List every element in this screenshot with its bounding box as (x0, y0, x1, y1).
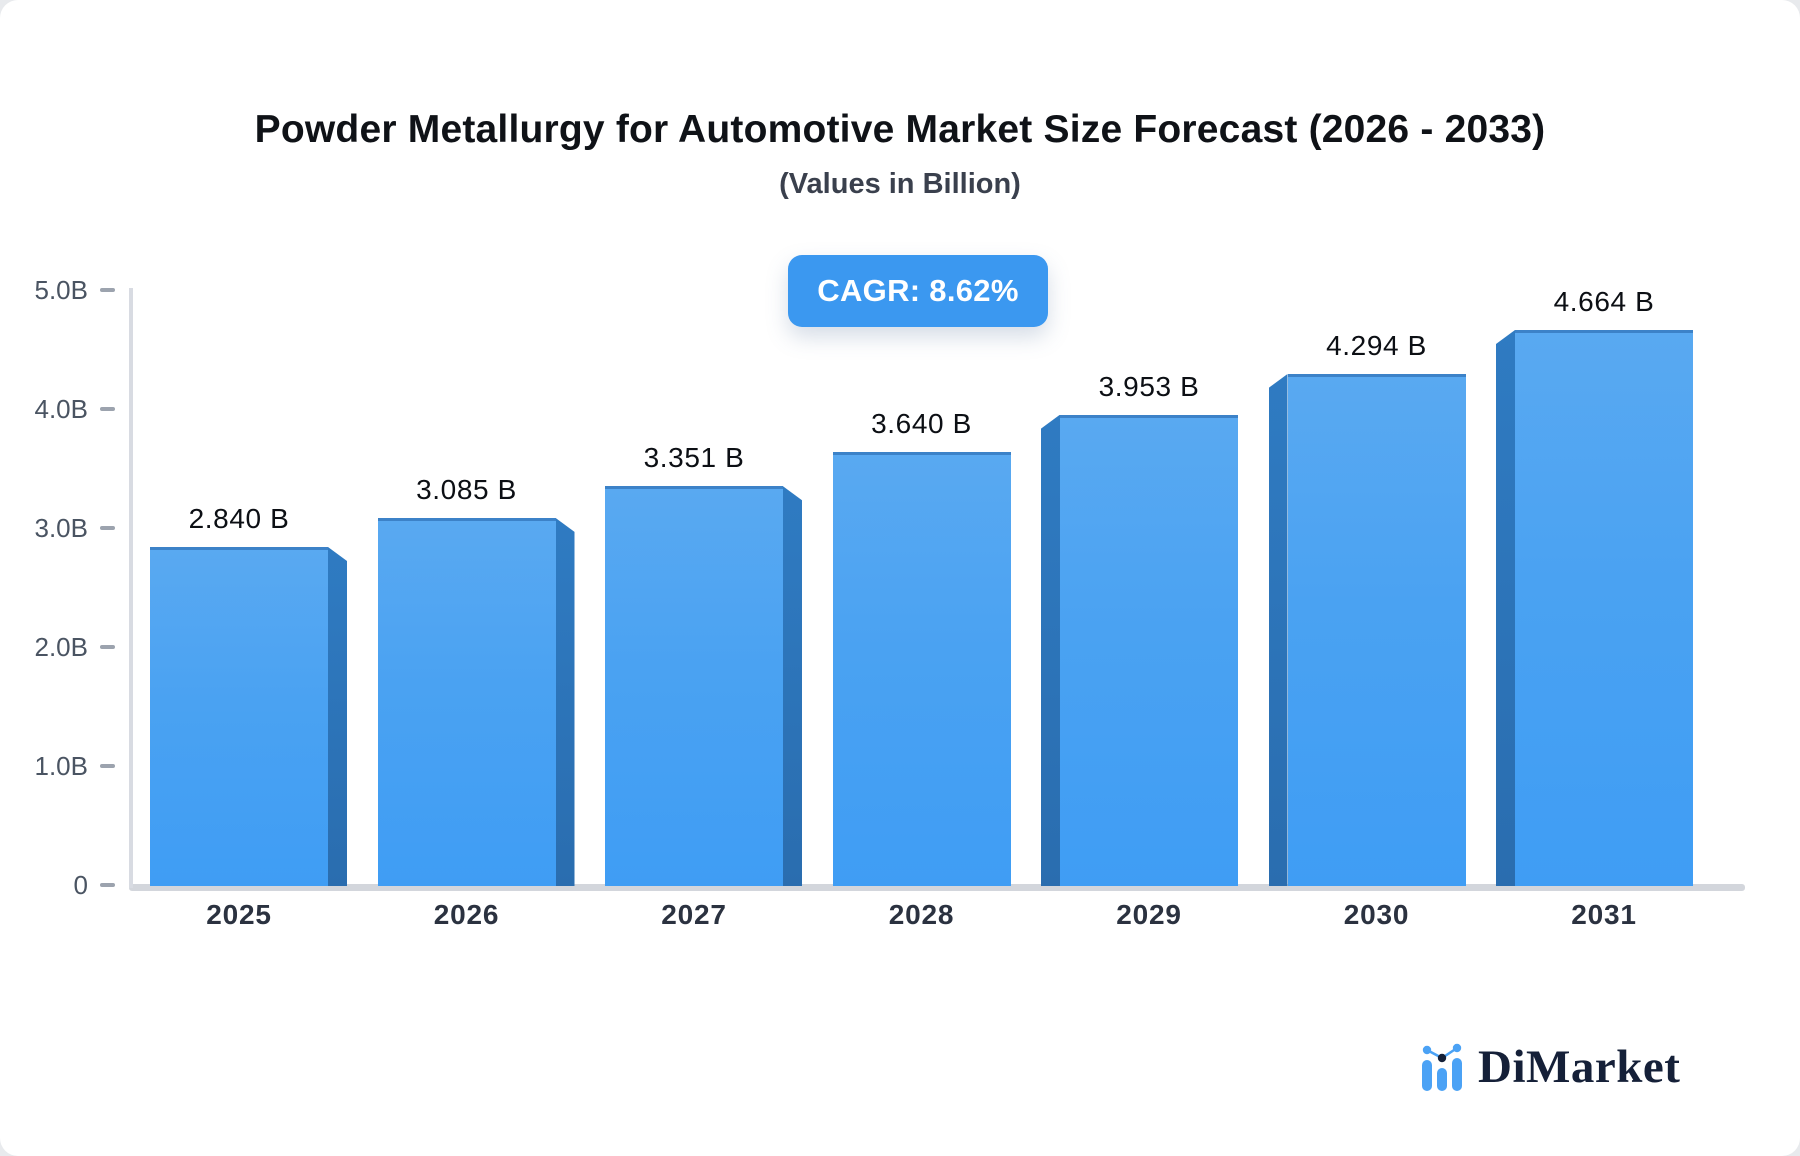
y-tick-mark (100, 645, 115, 649)
y-axis-line (129, 288, 133, 888)
y-tick-label: 1.0B (34, 751, 89, 781)
bar-2027 (605, 486, 783, 886)
cagr-badge: CAGR: 8.62% (788, 255, 1048, 327)
y-tick-mark (100, 407, 115, 411)
y-tick-mark (100, 764, 115, 768)
bar-value-label: 4.294 B (1326, 330, 1427, 361)
x-tick-label: 2029 (1116, 899, 1182, 930)
x-tick-label: 2027 (661, 899, 727, 930)
y-tick-label: 3.0B (34, 513, 89, 543)
bar-value-label: 3.351 B (643, 442, 745, 474)
y-tick-label: 2.0B (34, 632, 89, 662)
bar-2026 (377, 517, 556, 886)
y-tick-mark (100, 526, 115, 530)
dimarket-logo: DiMarket (1420, 1040, 1680, 1094)
bar-side-3d (1268, 374, 1288, 886)
bar-value-label: 3.640 B (871, 407, 972, 439)
bar-2025 (150, 547, 328, 886)
bar-side-3d (1041, 414, 1060, 886)
bar-side-3d (328, 547, 347, 886)
x-tick-label: 2030 (1343, 899, 1410, 930)
y-tick-mark (100, 288, 115, 292)
dimarket-logo-text: DiMarket (1478, 1041, 1681, 1093)
x-tick-label: 2031 (1571, 899, 1637, 930)
x-tick-label: 2026 (433, 899, 500, 930)
bar-2029 (1060, 414, 1238, 886)
chart-subtitle: (Values in Billion) (779, 168, 1021, 200)
bar-2030 (1287, 374, 1466, 886)
bar-value-label: 3.085 B (416, 473, 517, 505)
y-tick-label: 0 (73, 870, 88, 900)
bar-value-label: 4.664 B (1553, 285, 1655, 317)
x-tick-label: 2028 (888, 899, 955, 930)
x-axis-line (129, 884, 1745, 891)
bar-side-3d (1496, 329, 1515, 886)
x-tick-label: 2025 (206, 899, 272, 930)
chart-title: Powder Metallurgy for Automotive Market … (254, 108, 1546, 151)
bar-2028 (832, 451, 1011, 886)
bar-side-3d (555, 517, 575, 886)
y-tick-mark (100, 883, 115, 887)
bar-2031 (1515, 329, 1693, 886)
y-tick-label: 4.0B (34, 394, 89, 424)
bar-side-3d (783, 486, 802, 886)
bar-value-label: 3.953 B (1098, 370, 1200, 402)
bar-value-label: 2.840 B (188, 503, 290, 535)
dimarket-logo-icon (1422, 1043, 1462, 1091)
y-tick-label: 5.0B (34, 275, 89, 305)
